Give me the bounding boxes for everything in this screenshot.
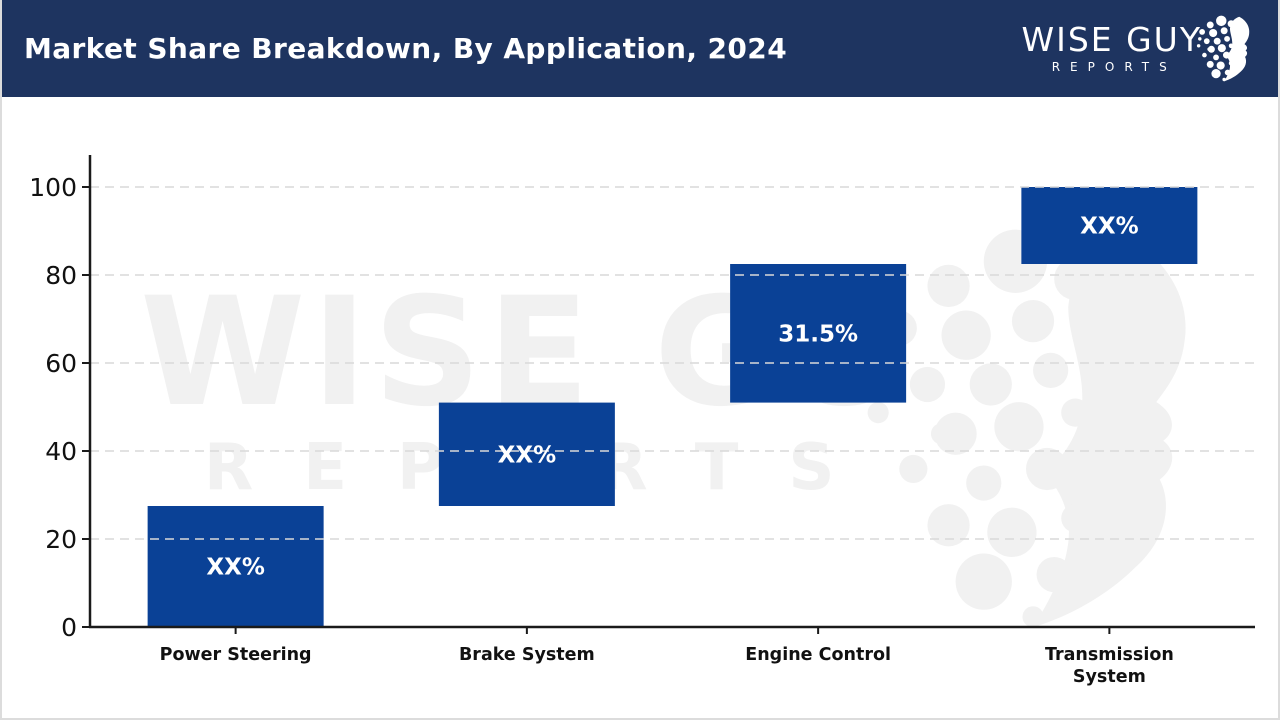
logo-subtitle: REPORTS bbox=[1051, 60, 1177, 74]
y-tick-label-80: 80 bbox=[45, 261, 77, 290]
x-category-label-1: Brake System bbox=[459, 645, 595, 665]
bar-value-label-0: XX% bbox=[206, 555, 265, 581]
bar-value-label-3: XX% bbox=[1080, 214, 1139, 240]
header: Market Share Breakdown, By Application, … bbox=[2, 0, 1278, 97]
bar-value-label-2: 31.5% bbox=[778, 321, 858, 347]
x-category-label-2: Engine Control bbox=[745, 645, 891, 665]
x-category-label-3: Transmission System bbox=[1045, 645, 1174, 687]
bar-segment-1 bbox=[438, 402, 615, 506]
bar-segment-0 bbox=[147, 506, 324, 627]
y-tick-label-0: 0 bbox=[61, 613, 77, 642]
wiseguy-logo: WISE GUY REPORTS bbox=[1021, 10, 1252, 88]
x-category-label-0: Power Steering bbox=[160, 645, 312, 665]
y-tick-label-20: 20 bbox=[45, 525, 77, 554]
y-tick-label-100: 100 bbox=[29, 173, 77, 202]
y-tick-label-60: 60 bbox=[45, 349, 77, 378]
page-title: Market Share Breakdown, By Application, … bbox=[24, 32, 788, 65]
y-tick-label-40: 40 bbox=[45, 437, 77, 466]
bar-value-label-1: XX% bbox=[498, 442, 557, 468]
logo-text: WISE GUY REPORTS bbox=[1021, 23, 1202, 74]
logo-wordmark: WISE GUY bbox=[1021, 20, 1202, 59]
dotted-head-icon bbox=[1194, 10, 1252, 88]
